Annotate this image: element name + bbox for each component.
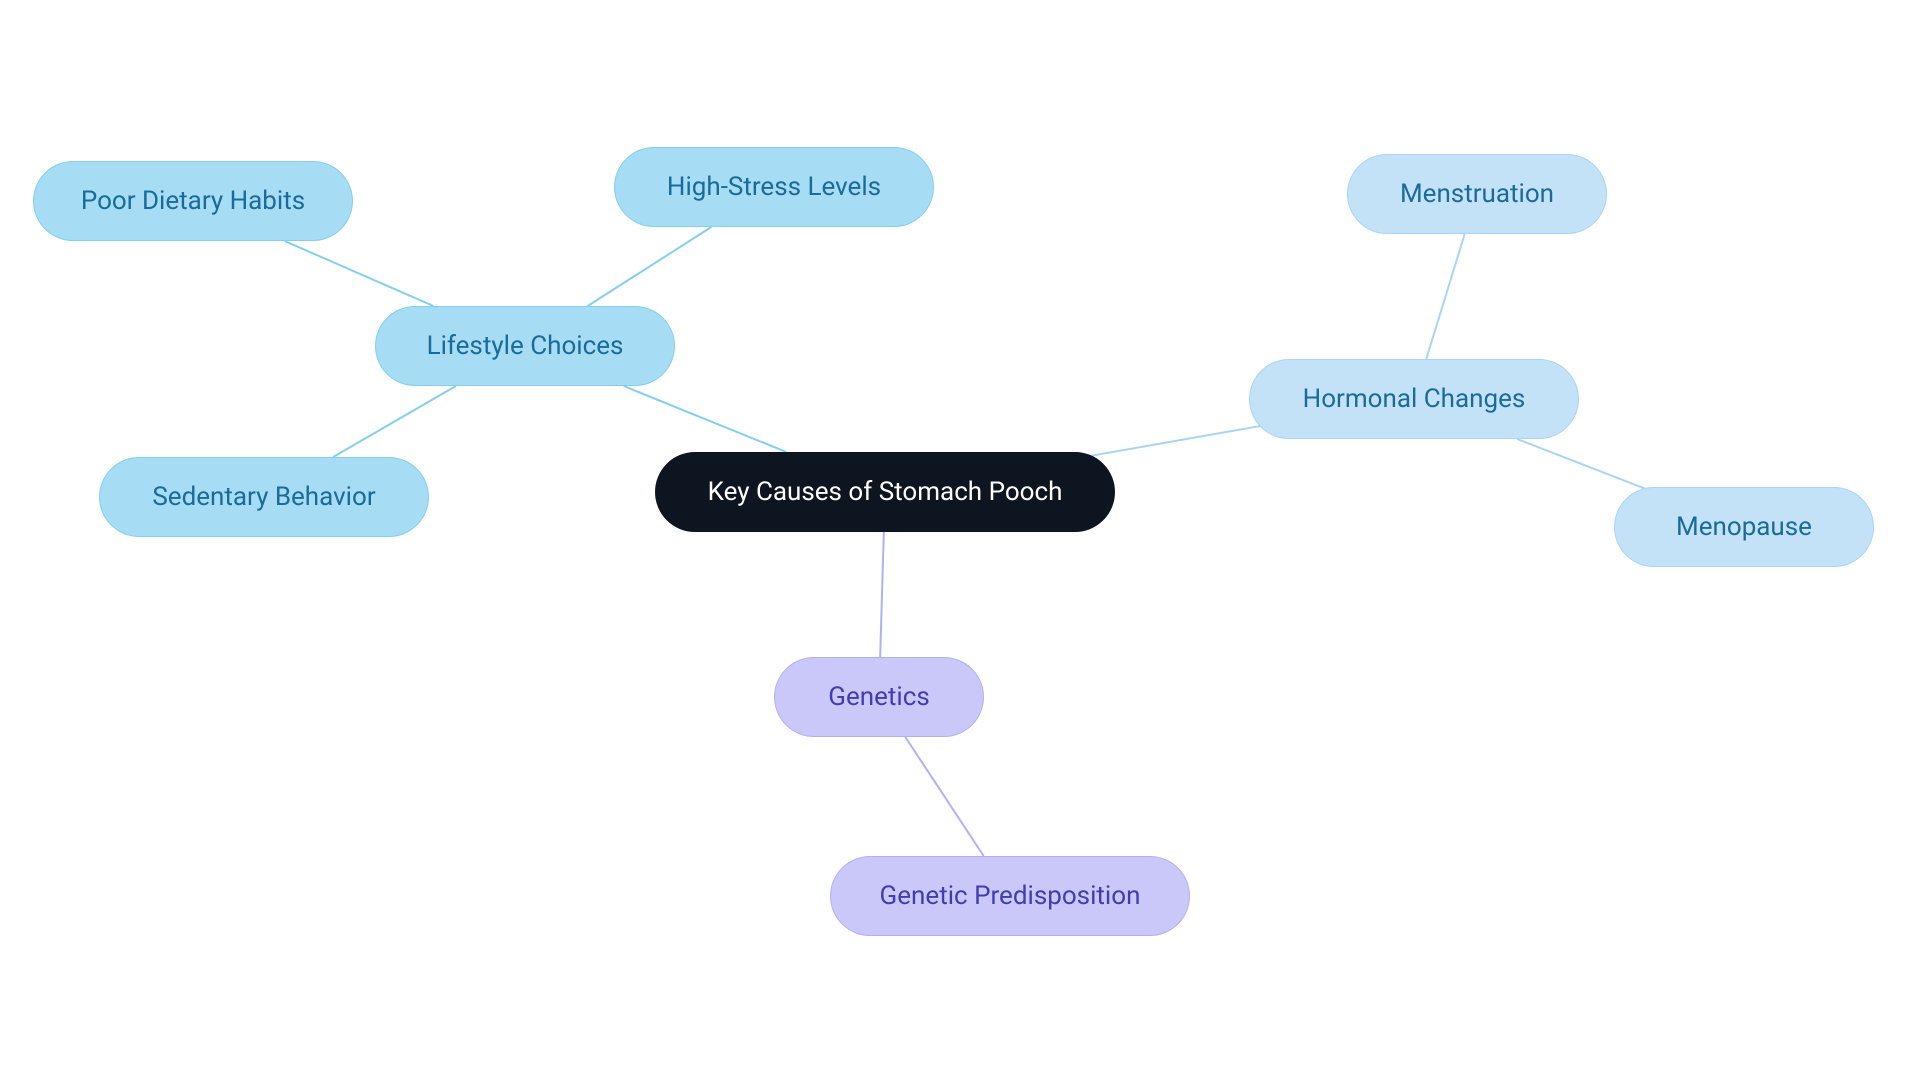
- edge-genetics-gen-pred: [905, 737, 983, 856]
- node-sedentary: Sedentary Behavior: [99, 457, 429, 537]
- node-menstruation: Menstruation: [1347, 154, 1607, 234]
- diagram-canvas: Key Causes of Stomach Pooch Lifestyle Cho…: [0, 0, 1920, 1083]
- node-label: Menstruation: [1400, 179, 1554, 209]
- edge-lifestyle-stress: [588, 227, 712, 306]
- node-label: Genetic Predisposition: [880, 881, 1141, 911]
- node-gen-pred: Genetic Predisposition: [830, 856, 1190, 936]
- node-label: High-Stress Levels: [667, 172, 881, 202]
- node-stress: High-Stress Levels: [614, 147, 934, 227]
- edge-root-lifestyle: [624, 386, 787, 452]
- edge-hormonal-menstruation: [1426, 234, 1464, 359]
- node-label: Poor Dietary Habits: [81, 186, 305, 216]
- node-label: Key Causes of Stomach Pooch: [708, 477, 1063, 507]
- edge-lifestyle-poor-diet: [285, 241, 434, 306]
- edge-lifestyle-sedentary: [333, 386, 456, 457]
- node-genetics: Genetics: [774, 657, 984, 737]
- node-poor-diet: Poor Dietary Habits: [33, 161, 353, 241]
- node-lifestyle: Lifestyle Choices: [375, 306, 675, 386]
- node-label: Menopause: [1676, 512, 1812, 542]
- node-label: Lifestyle Choices: [427, 331, 624, 361]
- node-label: Sedentary Behavior: [152, 482, 375, 512]
- node-label: Hormonal Changes: [1303, 384, 1526, 414]
- edge-root-genetics: [880, 532, 884, 657]
- node-hormonal: Hormonal Changes: [1249, 359, 1579, 439]
- node-root: Key Causes of Stomach Pooch: [655, 452, 1115, 532]
- node-label: Genetics: [828, 682, 930, 712]
- node-menopause: Menopause: [1614, 487, 1874, 567]
